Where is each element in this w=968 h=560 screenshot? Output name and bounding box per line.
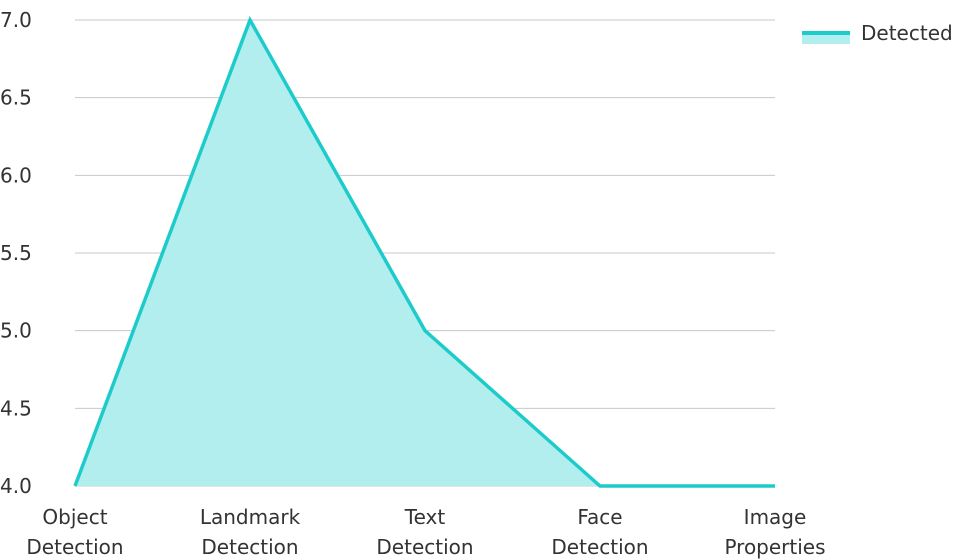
y-tick-label: 6.0 [0, 163, 32, 187]
x-tick-label: Image Properties [724, 505, 825, 559]
legend: Detected [802, 21, 953, 45]
legend-label-detected: Detected [861, 21, 953, 45]
x-tick-label: Object Detection [26, 505, 123, 559]
y-tick-label: 6.5 [0, 86, 32, 110]
y-tick-label: 5.5 [0, 241, 32, 265]
x-tick-label: Face Detection [551, 505, 648, 559]
y-tick-label: 4.0 [0, 474, 32, 498]
y-tick-label: 5.0 [0, 319, 32, 343]
x-tick-label: Landmark Detection [200, 505, 301, 559]
y-tick-label: 7.0 [0, 8, 32, 32]
y-axis-tick-labels: 4.0 4.5 5.0 5.5 6.0 6.5 7.0 [0, 8, 32, 498]
series-area-fill [75, 20, 775, 486]
y-tick-label: 4.5 [0, 396, 32, 420]
x-axis-tick-labels: Object Detection Landmark Detection Text Dete… [26, 505, 825, 559]
legend-swatch-fill [802, 34, 850, 44]
series-area [73, 15, 776, 488]
x-tick-label: Text Detection [376, 505, 473, 559]
